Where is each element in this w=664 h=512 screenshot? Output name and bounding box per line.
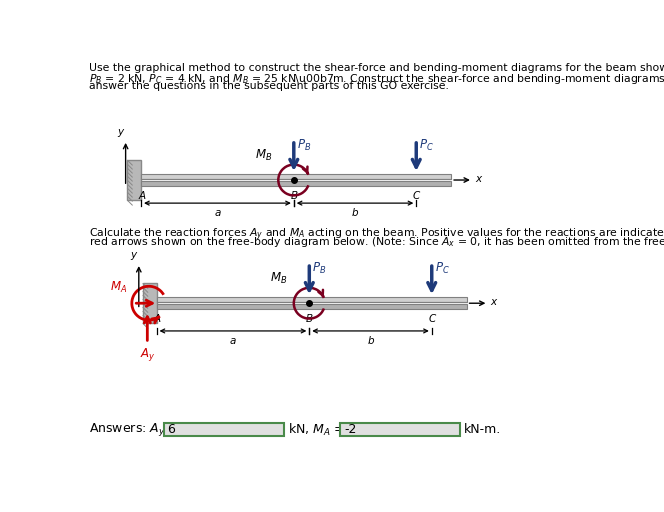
Text: x: x — [475, 174, 481, 184]
Text: red arrows shown on the free-body diagram below. (Note: Since $A_x$ = 0, it has : red arrows shown on the free-body diagra… — [89, 236, 664, 249]
Bar — [157, 304, 467, 309]
Text: $P_B$: $P_B$ — [312, 261, 327, 276]
Text: b: b — [352, 208, 359, 218]
Text: $P_B$: $P_B$ — [297, 138, 311, 153]
Text: C: C — [412, 191, 420, 201]
Text: -2: -2 — [344, 423, 357, 436]
Bar — [143, 283, 157, 323]
Text: $P_C$: $P_C$ — [420, 138, 434, 153]
Text: $P_B$ = 2 kN, $P_C$ = 4 kN, and $M_B$ = 25 kN\u00b7m. Construct the shear-force : $P_B$ = 2 kN, $P_C$ = 4 kN, and $M_B$ = … — [89, 72, 664, 86]
FancyBboxPatch shape — [163, 422, 284, 436]
Text: A: A — [154, 314, 161, 324]
Text: C: C — [428, 314, 436, 324]
Text: a: a — [214, 208, 220, 218]
Text: a: a — [230, 335, 236, 346]
Text: $M_A$: $M_A$ — [110, 280, 127, 295]
Text: y: y — [130, 250, 137, 260]
Bar — [127, 160, 141, 200]
Text: Use the graphical method to construct the shear-force and bending-moment diagram: Use the graphical method to construct th… — [89, 63, 664, 73]
Bar — [141, 181, 451, 186]
Text: Answers: $A_y$ =: Answers: $A_y$ = — [89, 421, 179, 438]
Text: answer the questions in the subsequent parts of this GO exercise.: answer the questions in the subsequent p… — [89, 81, 449, 92]
Bar — [141, 174, 451, 179]
Text: y: y — [117, 127, 124, 137]
Text: $M_B$: $M_B$ — [270, 271, 288, 286]
Text: $P_C$: $P_C$ — [435, 261, 450, 276]
Text: B: B — [305, 314, 313, 324]
Text: Calculate the reaction forces $A_y$ and $M_A$ acting on the beam. Positive value: Calculate the reaction forces $A_y$ and … — [89, 226, 664, 243]
Text: kN-m.: kN-m. — [464, 423, 501, 436]
FancyBboxPatch shape — [341, 422, 460, 436]
Text: $M_B$: $M_B$ — [255, 148, 272, 163]
Text: $A_y$: $A_y$ — [139, 346, 155, 364]
Text: x: x — [491, 297, 497, 307]
Text: B: B — [290, 191, 297, 201]
Bar — [157, 297, 467, 302]
Text: kN, $M_A$ =: kN, $M_A$ = — [288, 421, 345, 438]
Text: 6: 6 — [167, 423, 175, 436]
Text: b: b — [367, 335, 374, 346]
Text: A: A — [138, 191, 145, 201]
